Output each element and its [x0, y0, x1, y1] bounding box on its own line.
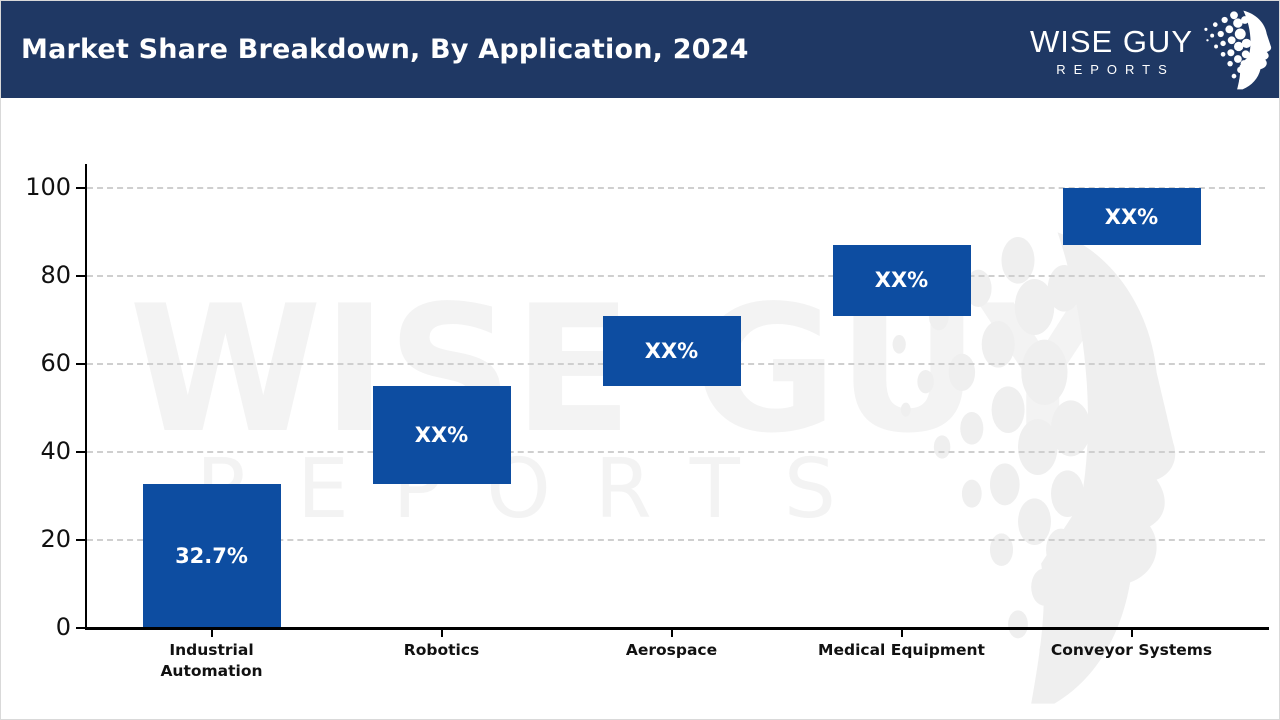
category-label-line: Medical Equipment	[818, 641, 985, 659]
x-axis-spine	[85, 627, 1269, 630]
x-tick-mark	[210, 628, 213, 637]
watermark-reports-text: REPORTS	[196, 442, 880, 537]
bar-value-label: 32.7%	[175, 544, 248, 569]
y-tick-label: 0	[55, 613, 71, 641]
x-tick-mark	[670, 628, 673, 637]
y-tick-label: 60	[40, 349, 71, 377]
category-label: Robotics	[327, 640, 557, 661]
category-label: Industrial Automation	[97, 640, 327, 682]
category-label: Conveyor Systems	[1017, 640, 1247, 661]
logo-reports-label: REPORTS	[1056, 61, 1175, 77]
category-label-line: Automation	[160, 661, 263, 680]
bar-value-label: XX%	[644, 338, 699, 363]
bar: XX%	[832, 245, 971, 316]
chart-title: Market Share Breakdown, By Application, …	[21, 34, 749, 65]
y-tick-mark	[76, 539, 85, 541]
y-axis-spine	[85, 164, 87, 629]
category-label: Medical Equipment	[787, 640, 1017, 661]
logo-wiseguy-label: WISE GUY	[1029, 23, 1193, 59]
bar-value-label: XX%	[874, 268, 929, 293]
y-tick-mark	[76, 627, 85, 629]
y-tick-label: 100	[25, 173, 71, 201]
y-tick-label: 80	[40, 261, 71, 289]
category-label-line: Industrial	[169, 641, 254, 659]
y-tick-mark	[76, 187, 85, 189]
gridline	[87, 275, 1265, 277]
category-label: Aerospace	[557, 640, 787, 661]
wiseguy-logo: WISE GUY REPORTS	[1030, 5, 1273, 95]
y-tick-mark	[76, 451, 85, 453]
category-label-line: Conveyor Systems	[1050, 641, 1213, 659]
y-tick-label: 40	[40, 437, 71, 465]
bar-value-label: XX%	[1104, 204, 1159, 229]
wiseguy-head-watermark-icon	[892, 232, 1176, 704]
x-tick-mark	[900, 628, 903, 637]
y-tick-mark	[76, 275, 85, 277]
bar-value-label: XX%	[414, 423, 469, 448]
category-label-line: Robotics	[403, 641, 480, 659]
wiseguy-logo-text: WISE GUY REPORTS	[1030, 24, 1193, 77]
y-tick-label: 20	[40, 525, 71, 553]
x-tick-mark	[1130, 628, 1133, 637]
gridline	[87, 539, 1265, 541]
y-tick-mark	[76, 363, 85, 365]
bar: XX%	[602, 315, 741, 386]
category-label-line: Aerospace	[625, 641, 718, 659]
bar: 32.7%	[142, 484, 281, 628]
wiseguy-head-icon	[1204, 10, 1272, 90]
x-tick-mark	[440, 628, 443, 637]
gridline	[87, 451, 1265, 453]
gridline	[87, 187, 1265, 189]
header: Market Share Breakdown, By Application, …	[1, 1, 1279, 98]
bar: XX%	[1062, 188, 1201, 246]
bar: XX%	[372, 386, 511, 485]
